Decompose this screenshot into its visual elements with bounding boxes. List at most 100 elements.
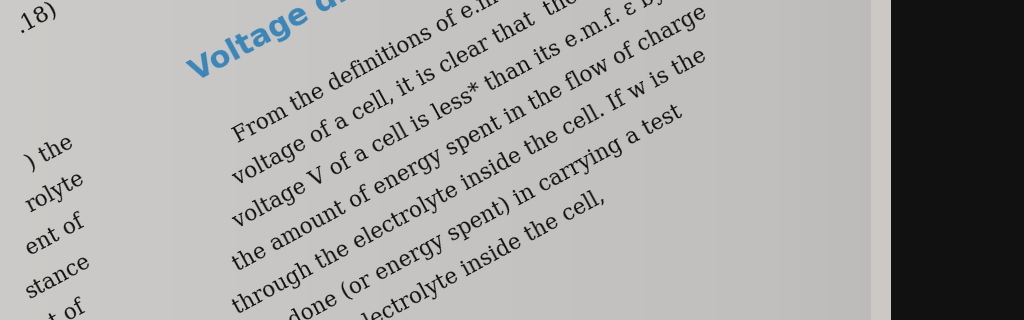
Bar: [358, 0, 370, 320]
Bar: [51, 0, 62, 320]
Bar: [952, 0, 964, 320]
Text: voltage of a cell, it is clear that  the terminal: voltage of a cell, it is clear that the …: [230, 0, 670, 190]
Bar: [102, 0, 114, 320]
Bar: [758, 0, 769, 320]
Bar: [942, 0, 953, 320]
Bar: [31, 0, 42, 320]
Bar: [205, 0, 216, 320]
Bar: [451, 0, 462, 320]
Bar: [635, 0, 646, 320]
Bar: [133, 0, 144, 320]
Bar: [348, 0, 359, 320]
Bar: [563, 0, 574, 320]
Bar: [799, 0, 810, 320]
Bar: [440, 0, 452, 320]
Bar: [573, 0, 585, 320]
Bar: [655, 0, 667, 320]
Bar: [164, 0, 175, 320]
Bar: [174, 0, 185, 320]
Bar: [727, 0, 738, 320]
Bar: [154, 0, 165, 320]
Bar: [737, 0, 749, 320]
Bar: [696, 0, 708, 320]
Bar: [922, 0, 933, 320]
Bar: [461, 0, 472, 320]
Bar: [512, 0, 523, 320]
Bar: [410, 0, 421, 320]
Bar: [307, 0, 318, 320]
Bar: [0, 0, 11, 320]
Bar: [870, 0, 882, 320]
Text: From the definitions of e.m.f. and terminal: From the definitions of e.m.f. and termi…: [230, 0, 649, 147]
Text: through the electrolyte inside the cell,: through the electrolyte inside the cell,: [230, 186, 609, 320]
Bar: [338, 0, 349, 320]
Bar: [471, 0, 482, 320]
Text: the amount of energy spent in the flow of charge: the amount of energy spent in the flow o…: [230, 1, 712, 276]
Bar: [430, 0, 441, 320]
Bar: [840, 0, 851, 320]
Bar: [123, 0, 134, 320]
Bar: [287, 0, 298, 320]
Bar: [82, 0, 93, 320]
Text: unt of: unt of: [22, 296, 89, 320]
Bar: [614, 0, 626, 320]
Bar: [215, 0, 226, 320]
Bar: [717, 0, 728, 320]
Bar: [143, 0, 155, 320]
Bar: [266, 0, 278, 320]
Bar: [788, 0, 800, 320]
Bar: [891, 0, 1024, 320]
Bar: [819, 0, 830, 320]
Bar: [72, 0, 83, 320]
Bar: [860, 0, 871, 320]
Bar: [645, 0, 656, 320]
Bar: [10, 0, 22, 320]
Bar: [379, 0, 390, 320]
Bar: [492, 0, 503, 320]
Bar: [246, 0, 257, 320]
Bar: [20, 0, 32, 320]
Bar: [61, 0, 73, 320]
Bar: [748, 0, 759, 320]
Bar: [707, 0, 718, 320]
Bar: [225, 0, 237, 320]
Bar: [92, 0, 103, 320]
Bar: [594, 0, 605, 320]
Bar: [932, 0, 943, 320]
Bar: [686, 0, 697, 320]
Bar: [369, 0, 380, 320]
Bar: [317, 0, 329, 320]
Bar: [973, 0, 984, 320]
Bar: [850, 0, 861, 320]
Bar: [276, 0, 288, 320]
Text: ent of: ent of: [22, 211, 88, 260]
Bar: [1014, 0, 1024, 320]
Bar: [481, 0, 493, 320]
Bar: [195, 0, 206, 320]
Bar: [553, 0, 564, 320]
Bar: [522, 0, 534, 320]
Text: work done (or energy spent) in carrying a test: work done (or energy spent) in carrying …: [230, 101, 685, 320]
Text: stance: stance: [22, 250, 95, 303]
Bar: [891, 0, 902, 320]
Bar: [399, 0, 411, 320]
Bar: [993, 0, 1005, 320]
Bar: [236, 0, 247, 320]
Text: ) the: ) the: [22, 131, 77, 174]
Bar: [676, 0, 687, 320]
Bar: [256, 0, 267, 320]
Bar: [901, 0, 912, 320]
Bar: [584, 0, 595, 320]
Bar: [532, 0, 544, 320]
Bar: [666, 0, 677, 320]
Bar: [328, 0, 339, 320]
Bar: [963, 0, 974, 320]
Bar: [809, 0, 820, 320]
Text: through the electrolyte inside the cell. If w is the: through the electrolyte inside the cell.…: [230, 44, 711, 319]
Bar: [420, 0, 431, 320]
Text: .18): .18): [12, 0, 61, 37]
Bar: [389, 0, 400, 320]
Text: rolyte: rolyte: [22, 168, 88, 217]
Text: Voltage drop in a cell: Voltage drop in a cell: [185, 0, 519, 87]
Bar: [911, 0, 923, 320]
